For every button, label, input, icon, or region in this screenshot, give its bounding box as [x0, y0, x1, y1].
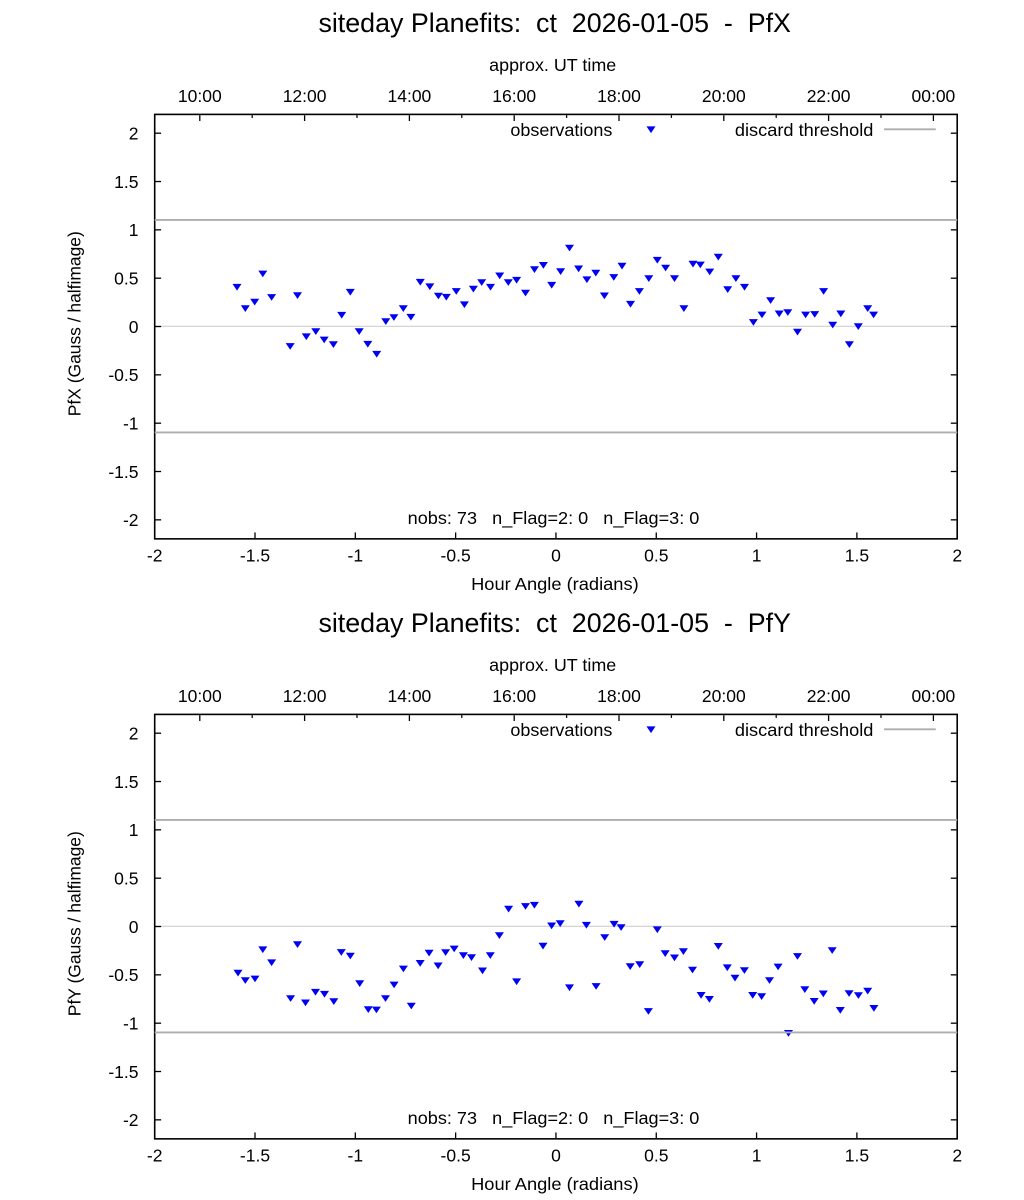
svg-text:siteday Planefits: ct 2026-0: siteday Planefits: ct 2026-01-05 - PfX	[318, 8, 791, 38]
svg-text:1.5: 1.5	[845, 1145, 869, 1165]
svg-text:0: 0	[129, 917, 139, 937]
svg-text:nobs: 73 n_Flag=2: 0 n_Fla: nobs: 73 n_Flag=2: 0 n_Flag=3: 0	[408, 1108, 700, 1129]
svg-text:PfX (Gauss / halfimage): PfX (Gauss / halfimage)	[65, 231, 85, 416]
svg-text:18:00: 18:00	[597, 686, 641, 706]
svg-text:0.5: 0.5	[114, 869, 138, 889]
svg-text:0.5: 0.5	[644, 1145, 668, 1165]
svg-text:-1: -1	[123, 414, 139, 434]
svg-text:-0.5: -0.5	[441, 1145, 471, 1165]
svg-text:1: 1	[752, 545, 762, 565]
svg-text:Hour Angle (radians): Hour Angle (radians)	[471, 574, 639, 594]
svg-text:16:00: 16:00	[492, 686, 536, 706]
svg-text:-2: -2	[147, 1145, 163, 1165]
svg-text:12:00: 12:00	[283, 686, 327, 706]
svg-text:nobs: 73 n_Flag=2: 0 n_Fla: nobs: 73 n_Flag=2: 0 n_Flag=3: 0	[408, 508, 700, 529]
svg-text:PfY (Gauss / halfimage): PfY (Gauss / halfimage)	[65, 831, 85, 1016]
svg-text:-1: -1	[123, 1014, 139, 1034]
svg-text:-0.5: -0.5	[108, 365, 138, 385]
svg-text:discard threshold: discard threshold	[735, 720, 874, 740]
svg-text:14:00: 14:00	[388, 686, 432, 706]
svg-text:2: 2	[952, 545, 962, 565]
svg-text:1.5: 1.5	[114, 772, 138, 792]
svg-text:-2: -2	[123, 1110, 139, 1130]
svg-text:Hour Angle (radians): Hour Angle (radians)	[471, 1174, 639, 1194]
svg-text:22:00: 22:00	[807, 686, 851, 706]
svg-text:2: 2	[129, 124, 139, 144]
svg-text:16:00: 16:00	[492, 86, 536, 106]
svg-text:1: 1	[129, 820, 139, 840]
svg-text:2: 2	[129, 724, 139, 744]
svg-text:observations: observations	[510, 120, 612, 140]
svg-text:10:00: 10:00	[178, 686, 222, 706]
svg-text:-1.5: -1.5	[240, 1145, 270, 1165]
svg-text:1.5: 1.5	[114, 172, 138, 192]
svg-text:-0.5: -0.5	[108, 965, 138, 985]
svg-text:-0.5: -0.5	[441, 545, 471, 565]
svg-text:14:00: 14:00	[388, 86, 432, 106]
svg-text:-2: -2	[147, 545, 163, 565]
svg-text:0.5: 0.5	[114, 269, 138, 289]
svg-text:1.5: 1.5	[845, 545, 869, 565]
svg-text:0: 0	[551, 545, 561, 565]
svg-text:0.5: 0.5	[644, 545, 668, 565]
svg-text:-2: -2	[123, 510, 139, 530]
svg-text:18:00: 18:00	[597, 86, 641, 106]
svg-text:-1: -1	[348, 1145, 364, 1165]
svg-text:approx. UT time: approx. UT time	[489, 55, 616, 75]
svg-text:-1: -1	[348, 545, 364, 565]
svg-text:-1.5: -1.5	[240, 545, 270, 565]
svg-text:observations: observations	[510, 720, 612, 740]
svg-text:0: 0	[129, 317, 139, 337]
svg-text:1: 1	[129, 220, 139, 240]
svg-text:-1.5: -1.5	[108, 1062, 138, 1082]
svg-text:00:00: 00:00	[912, 86, 956, 106]
svg-text:2: 2	[952, 1145, 962, 1165]
svg-text:1: 1	[752, 1145, 762, 1165]
svg-text:12:00: 12:00	[283, 86, 327, 106]
svg-text:22:00: 22:00	[807, 86, 851, 106]
svg-text:discard threshold: discard threshold	[735, 120, 874, 140]
svg-text:approx. UT time: approx. UT time	[489, 655, 616, 675]
svg-text:20:00: 20:00	[702, 86, 746, 106]
svg-text:00:00: 00:00	[912, 686, 956, 706]
svg-text:siteday Planefits: ct 2026-0: siteday Planefits: ct 2026-01-05 - PfY	[318, 608, 791, 638]
svg-text:10:00: 10:00	[178, 86, 222, 106]
svg-text:20:00: 20:00	[702, 686, 746, 706]
svg-text:0: 0	[551, 1145, 561, 1165]
svg-text:-1.5: -1.5	[108, 462, 138, 482]
